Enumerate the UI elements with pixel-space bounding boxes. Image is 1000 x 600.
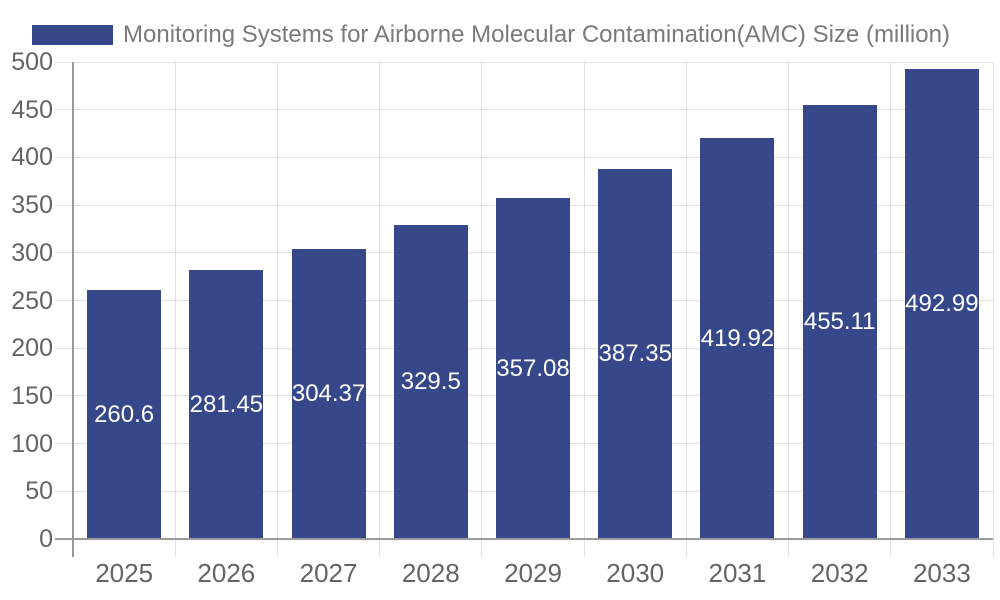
- y-axis-tick-label: 450: [11, 95, 53, 124]
- y-axis-tick-label: 50: [25, 477, 53, 506]
- x-gridline: [992, 62, 994, 557]
- y-axis-tick-label: 400: [11, 143, 53, 172]
- bar-value-label: 455.11: [803, 307, 876, 335]
- y-axis-tick-label: 150: [11, 381, 53, 410]
- bar-value-label: 492.99: [905, 289, 979, 317]
- y-gridline: [55, 156, 993, 158]
- bar-2025: [87, 290, 162, 539]
- bar-2029: [496, 198, 570, 539]
- bar-2033: [904, 68, 979, 539]
- y-axis-tick-label: 350: [11, 191, 53, 220]
- bar-2026: [189, 270, 264, 539]
- x-axis-line: [55, 538, 993, 540]
- x-gridline: [174, 62, 176, 557]
- bar-2028: [393, 224, 468, 539]
- bar-value-label: 304.37: [291, 379, 366, 407]
- x-axis-tick-label: 2030: [606, 558, 665, 588]
- x-gridline: [481, 62, 483, 557]
- x-axis-tick-label: 2031: [708, 558, 767, 588]
- x-gridline: [685, 62, 687, 557]
- x-gridline: [890, 62, 892, 557]
- legend: Monitoring Systems for Airborne Molecula…: [32, 21, 950, 49]
- x-axis-tick-label: 2033: [912, 558, 971, 588]
- x-axis-tick-label: 2026: [197, 558, 256, 588]
- x-gridline: [379, 62, 381, 557]
- y-axis-tick-label: 200: [11, 334, 53, 363]
- bar-2031: [700, 138, 775, 539]
- y-axis-tick-label: 300: [11, 238, 53, 267]
- y-axis-tick-label: 500: [11, 48, 53, 76]
- legend-label: Monitoring Systems for Airborne Molecula…: [123, 21, 950, 48]
- x-axis-tick-label: 2025: [95, 558, 154, 588]
- bar-value-label: 329.5: [400, 367, 461, 395]
- y-axis-line: [72, 62, 74, 557]
- x-gridline: [583, 62, 585, 557]
- x-axis-tick-label: 2029: [504, 558, 562, 588]
- y-gridline: [55, 109, 993, 111]
- bar-value-label: 419.92: [700, 324, 775, 352]
- legend-swatch: [32, 25, 113, 45]
- x-gridline: [788, 62, 790, 557]
- x-axis-tick-label: 2027: [299, 558, 358, 588]
- bar-value-label: 357.08: [496, 354, 570, 382]
- y-axis-tick-label: 0: [39, 525, 53, 553]
- y-axis-tick-label: 100: [11, 429, 53, 458]
- x-axis-tick-label: 2032: [810, 558, 869, 588]
- x-gridline: [276, 62, 278, 557]
- bar-2032: [802, 104, 877, 539]
- x-axis-tick-label: 2028: [401, 558, 460, 588]
- bar-value-label: 387.35: [598, 340, 672, 368]
- y-axis-tick-label: 250: [11, 286, 53, 315]
- bar-2027: [291, 248, 366, 539]
- y-gridline: [55, 61, 993, 63]
- bar-2030: [598, 169, 673, 539]
- bar-value-label: 281.45: [189, 390, 264, 418]
- bar-value-label: 260.6: [94, 400, 155, 428]
